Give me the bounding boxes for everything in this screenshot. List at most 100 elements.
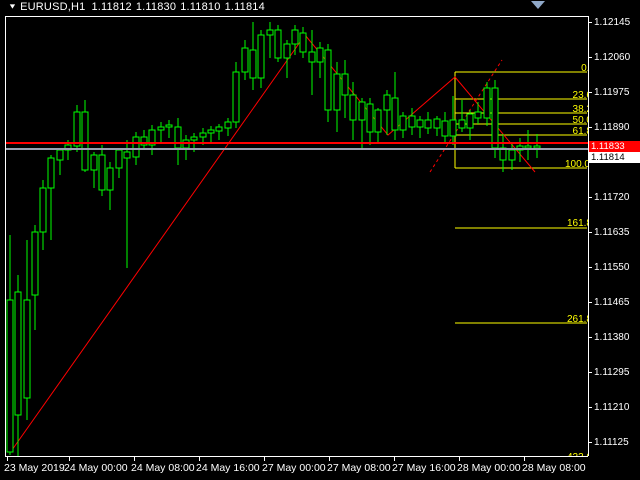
time-tick-mark [69,457,70,461]
price-axis[interactable]: 1.12145 1.12060 1.11975 1.11890 1.11720 1.116… [589,16,640,471]
time-tick-label: 27 May 08:00 [327,462,391,474]
price-tick-mark [589,22,592,23]
candlestick [424,112,432,134]
time-tick-label: 28 May 00:00 [457,462,521,474]
chevron-down-icon[interactable]: ▼ [8,2,18,10]
price-tick-mark [589,442,592,443]
candlestick [308,30,316,95]
time-tick-mark [329,457,330,461]
support-trendline[interactable] [11,34,306,451]
price-tick: 1.11975 [589,87,640,99]
price-tick-mark [589,407,592,408]
time-tick-label: 24 May 00:00 [64,462,128,474]
candlestick [31,225,39,330]
price-tick: 1.11720 [589,192,640,204]
candlestick [466,110,474,140]
candlestick [341,60,349,118]
candlestick [366,98,374,145]
candlestick [474,102,482,124]
candlestick [374,108,382,142]
candlestick [291,25,299,55]
ask-price-badge: 1.11833 [589,141,640,152]
fib-level-label: 0.0 [581,63,588,74]
fib-level-label: 261.8 [566,314,588,325]
ohlc-high: 1.11830 [135,1,177,13]
price-tick: 1.11295 [589,367,640,379]
candlestick [215,124,223,140]
ohlc-open: 1.11812 [91,1,132,13]
symbol-name: EURUSD,H1 [20,1,86,13]
time-tick-mark [459,457,460,461]
price-tick: 1.11380 [589,332,640,344]
time-tick-mark [199,457,200,461]
chart-frame-top [5,16,588,17]
candlestick [106,162,114,210]
price-tick-mark [589,232,592,233]
time-tick-mark [134,457,135,461]
price-tick-label: 1.11720 [594,192,630,203]
candlestick [249,22,257,90]
price-tick: 1.11890 [589,122,640,134]
price-tick: 1.11465 [589,297,640,309]
candlestick [274,25,282,62]
candlestick [232,62,240,128]
ohlc-low: 1.11810 [180,1,221,13]
price-tick: 1.11125 [589,437,640,449]
object-marker-icon[interactable] [531,1,545,9]
chart-plot-area[interactable]: 0.0 23.6 38.250.061.8 100.0 161.8 261.8 423.6 [6,17,588,456]
time-tick-label: 28 May 08:00 [522,462,586,474]
time-tick-label: 27 May 16:00 [392,462,456,474]
candlestick [73,105,81,152]
time-tick-mark [394,457,395,461]
price-tick-mark [589,57,592,58]
fib-level-label: 50.0 [572,115,588,126]
price-tick-mark [589,92,592,93]
price-tick-label: 1.11380 [594,332,630,343]
time-tick-mark [264,457,265,461]
plot-background [6,17,588,456]
price-tick-mark [589,267,592,268]
price-tick-label: 1.11210 [594,402,630,413]
bid-price-badge: 1.11814 [589,152,640,163]
candlestick [449,96,457,145]
ohlc-values: 1.11812 1.11830 1.11810 1.11814 [91,1,268,13]
price-tick: 1.12060 [589,52,640,64]
candlestick [90,152,98,188]
candlestick [324,44,332,122]
candlestick [257,30,265,88]
price-tick-mark [589,372,592,373]
candlestick [98,145,106,196]
fib-level-label: 61.8 [572,126,588,137]
candlestick [14,275,22,456]
projection-dashed-line[interactable] [429,59,503,173]
price-tick-label: 1.11465 [594,297,630,308]
candlestick [241,40,249,80]
time-axis[interactable]: 23 May 2019 24 May 00:00 24 May 08:00 24 Ma… [0,457,640,480]
fib-level-label: 23.6 [572,90,588,101]
time-tick-mark [524,457,525,461]
candlestick [391,72,399,140]
price-tick: 1.11635 [589,227,640,239]
candlestick [483,82,491,126]
price-tick: 1.12145 [589,17,640,29]
price-tick: 1.11210 [589,402,640,414]
symbol-header: ▼ EURUSD,H1 1.11812 1.11830 1.11810 1.11814 [8,1,269,15]
chart-frame-right [588,16,589,456]
chart-canvas [6,17,588,456]
candlestick [491,80,499,158]
price-tick-label: 1.11635 [594,227,630,238]
candlestick [224,118,232,136]
candlestick [123,140,131,268]
candlestick [349,82,357,140]
candlestick [6,235,14,455]
candlestick [283,40,291,78]
chart-frame-bottom [5,456,588,457]
time-tick-label: 24 May 08:00 [131,462,195,474]
price-tick-mark [589,127,592,128]
candlestick-series [6,22,541,456]
time-tick-label: 24 May 16:00 [196,462,260,474]
fib-level-label: 38.2 [572,104,588,115]
fibonacci-levels-group [454,71,587,324]
candlestick [39,180,47,250]
